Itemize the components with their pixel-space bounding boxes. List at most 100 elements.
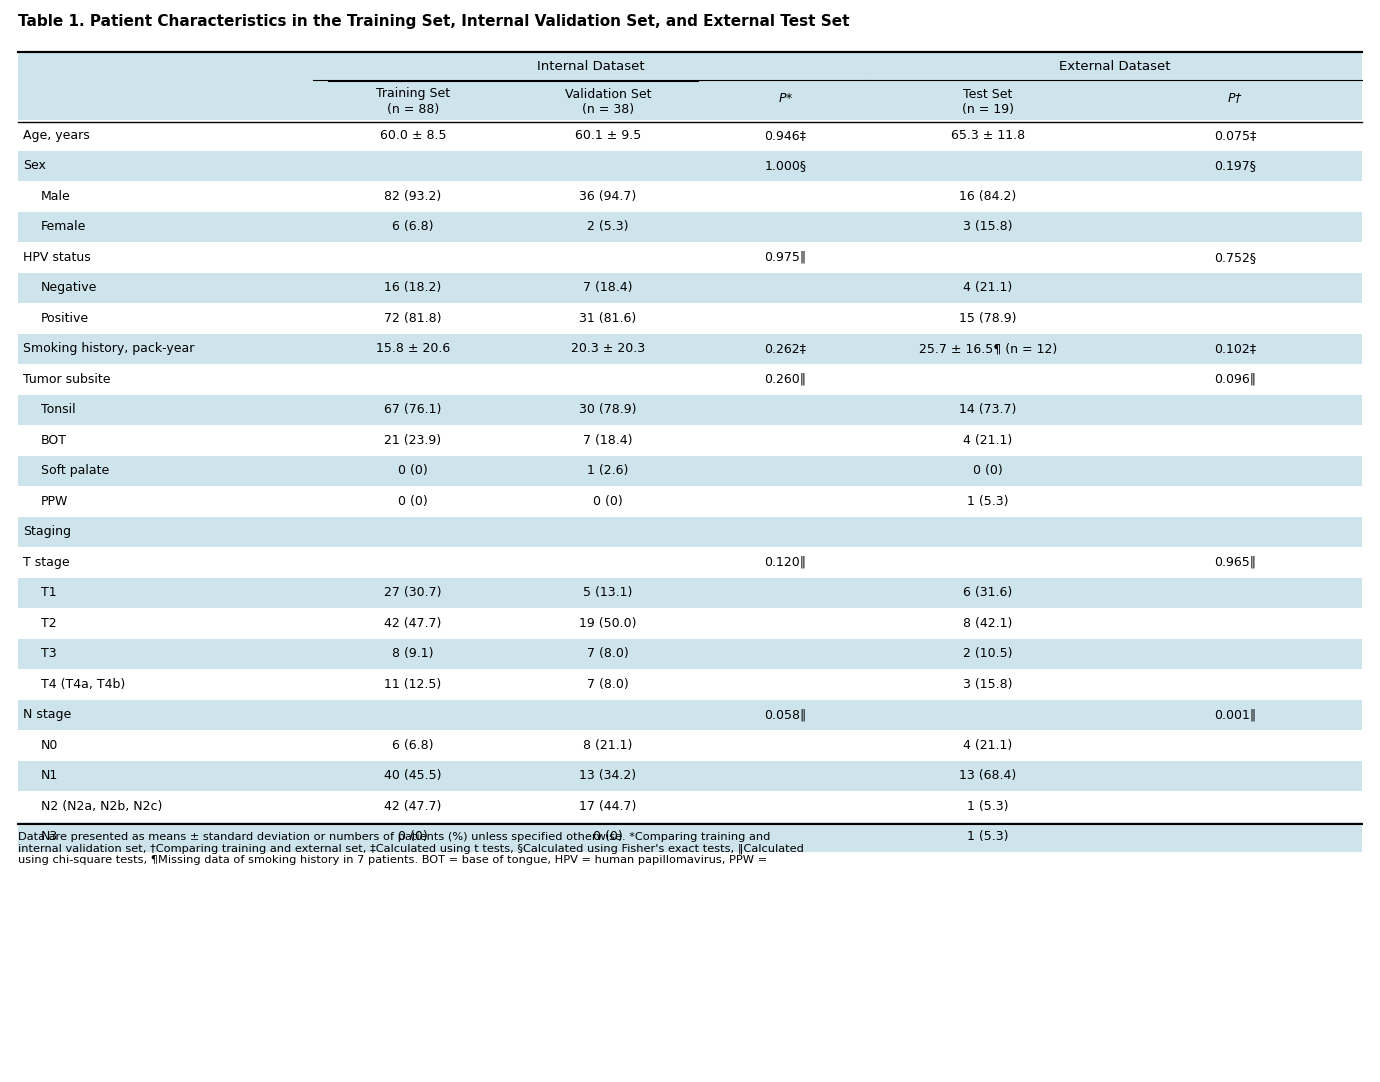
Text: 25.7 ± 16.5¶ (n = 12): 25.7 ± 16.5¶ (n = 12) <box>919 342 1057 355</box>
Text: Smoking history, pack-year: Smoking history, pack-year <box>23 342 195 355</box>
Text: 7 (8.0): 7 (8.0) <box>586 647 629 660</box>
Text: 8 (21.1): 8 (21.1) <box>584 739 632 752</box>
Text: 8 (9.1): 8 (9.1) <box>392 647 433 660</box>
Bar <box>18 699 1362 730</box>
Bar <box>18 516 1362 547</box>
Text: 3 (15.8): 3 (15.8) <box>963 221 1013 234</box>
Bar <box>18 456 1362 486</box>
Text: 1 (5.3): 1 (5.3) <box>967 830 1009 843</box>
Text: Internal Dataset: Internal Dataset <box>537 60 644 72</box>
Text: 4 (21.1): 4 (21.1) <box>963 434 1013 447</box>
Text: 19 (50.0): 19 (50.0) <box>580 617 636 630</box>
Text: N0: N0 <box>41 739 58 752</box>
Text: N stage: N stage <box>23 709 72 722</box>
Text: Female: Female <box>41 221 87 234</box>
Text: 7 (18.4): 7 (18.4) <box>584 281 633 294</box>
Bar <box>18 150 1362 181</box>
Bar <box>18 486 1362 516</box>
Bar <box>18 761 1362 791</box>
Text: 0 (0): 0 (0) <box>593 830 622 843</box>
Text: 15.8 ± 20.6: 15.8 ± 20.6 <box>375 342 450 355</box>
Text: 0 (0): 0 (0) <box>973 464 1003 477</box>
Text: 13 (68.4): 13 (68.4) <box>959 769 1017 782</box>
Text: PPW: PPW <box>41 494 69 507</box>
Bar <box>18 516 1362 547</box>
Text: 7 (18.4): 7 (18.4) <box>584 434 633 447</box>
Text: 2 (10.5): 2 (10.5) <box>963 647 1013 660</box>
Text: Test Set: Test Set <box>963 88 1013 101</box>
Text: Table 1. Patient Characteristics in the Training Set, Internal Validation Set, a: Table 1. Patient Characteristics in the … <box>18 14 850 29</box>
Text: T1: T1 <box>41 586 57 599</box>
Text: 67 (76.1): 67 (76.1) <box>384 404 442 417</box>
Text: 0.197§: 0.197§ <box>1214 159 1256 172</box>
Text: 6 (6.8): 6 (6.8) <box>392 739 433 752</box>
Text: 31 (81.6): 31 (81.6) <box>580 312 636 325</box>
Bar <box>18 181 1362 211</box>
Text: 7 (8.0): 7 (8.0) <box>586 677 629 690</box>
Bar <box>18 303 1362 333</box>
Bar <box>18 761 1362 791</box>
Text: 42 (47.7): 42 (47.7) <box>384 617 442 630</box>
Text: (n = 19): (n = 19) <box>962 104 1014 117</box>
Text: 36 (94.7): 36 (94.7) <box>580 189 636 202</box>
Text: N1: N1 <box>41 769 58 782</box>
Text: 30 (78.9): 30 (78.9) <box>580 404 636 417</box>
Text: T stage: T stage <box>23 556 69 569</box>
Text: External Dataset: External Dataset <box>1060 60 1170 72</box>
Text: Soft palate: Soft palate <box>41 464 109 477</box>
Text: 0.260‖: 0.260‖ <box>765 373 806 386</box>
Text: $P$†: $P$† <box>1227 91 1243 105</box>
Text: T4 (T4a, T4b): T4 (T4a, T4b) <box>41 677 126 690</box>
Text: 16 (18.2): 16 (18.2) <box>385 281 442 294</box>
Bar <box>18 638 1362 669</box>
Text: 4 (21.1): 4 (21.1) <box>963 739 1013 752</box>
Text: 42 (47.7): 42 (47.7) <box>384 800 442 813</box>
Text: T2: T2 <box>41 617 57 630</box>
Bar <box>18 578 1362 608</box>
Text: Sex: Sex <box>23 159 46 172</box>
Text: 2 (5.3): 2 (5.3) <box>588 221 629 234</box>
Bar <box>18 547 1362 578</box>
Text: 0.120‖: 0.120‖ <box>765 556 806 569</box>
Text: $P$*: $P$* <box>778 92 794 105</box>
Bar <box>18 211 1362 242</box>
Bar <box>18 150 1362 181</box>
Bar <box>18 669 1362 699</box>
Bar <box>18 486 1362 516</box>
Bar <box>18 242 1362 273</box>
Text: 0.096‖: 0.096‖ <box>1214 373 1256 386</box>
Text: N2 (N2a, N2b, N2c): N2 (N2a, N2b, N2c) <box>41 800 163 813</box>
Text: 5 (13.1): 5 (13.1) <box>584 586 632 599</box>
Text: HPV status: HPV status <box>23 251 91 264</box>
Text: Negative: Negative <box>41 281 98 294</box>
Text: 21 (23.9): 21 (23.9) <box>385 434 442 447</box>
Bar <box>18 669 1362 699</box>
Bar <box>18 333 1362 364</box>
Bar <box>18 821 1362 852</box>
Text: 0.102‡: 0.102‡ <box>1214 342 1256 355</box>
Bar <box>18 52 1362 80</box>
Bar <box>18 395 1362 425</box>
Text: 1 (5.3): 1 (5.3) <box>967 494 1009 507</box>
Text: 0.946‡: 0.946‡ <box>765 129 806 142</box>
Text: Validation Set: Validation Set <box>564 88 651 101</box>
Text: 17 (44.7): 17 (44.7) <box>580 800 636 813</box>
Bar <box>18 608 1362 638</box>
Bar <box>18 699 1362 730</box>
Bar <box>18 395 1362 425</box>
Text: Data are presented as means ± standard deviation or numbers of patients (%) unle: Data are presented as means ± standard d… <box>18 831 805 866</box>
Bar <box>18 303 1362 333</box>
Bar <box>18 791 1362 821</box>
Text: 1.000§: 1.000§ <box>765 159 806 172</box>
Bar <box>18 120 1362 150</box>
Bar <box>18 578 1362 608</box>
Bar <box>18 242 1362 273</box>
Text: 6 (31.6): 6 (31.6) <box>963 586 1013 599</box>
Text: 11 (12.5): 11 (12.5) <box>385 677 442 690</box>
Bar <box>18 364 1362 395</box>
Text: 60.1 ± 9.5: 60.1 ± 9.5 <box>575 129 642 142</box>
Text: 0.075‡: 0.075‡ <box>1214 129 1256 142</box>
Bar <box>18 80 1362 122</box>
Text: 0 (0): 0 (0) <box>397 464 428 477</box>
Text: 15 (78.9): 15 (78.9) <box>959 312 1017 325</box>
